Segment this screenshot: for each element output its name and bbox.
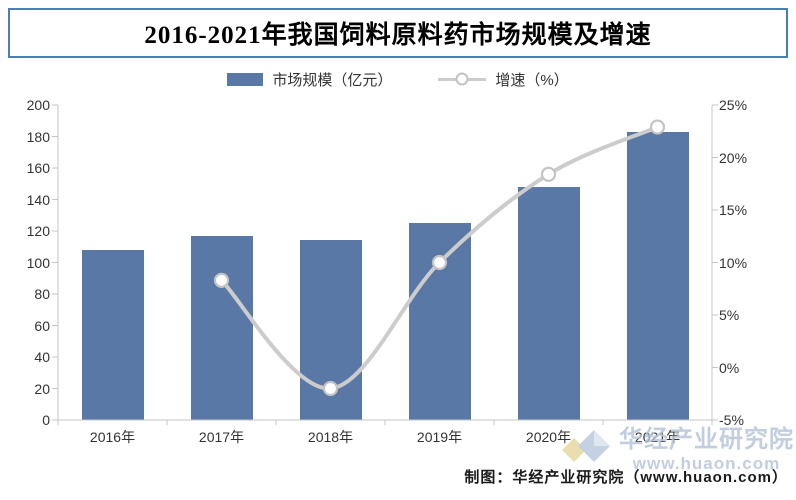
bar-2020年 bbox=[517, 186, 580, 420]
y-left-tick-label: 60 bbox=[34, 317, 50, 334]
bar-swatch bbox=[227, 72, 264, 86]
y-left-tick-label: 20 bbox=[34, 380, 50, 397]
y-left-tick-label: 160 bbox=[26, 160, 50, 176]
x-axis-label: 2018年 bbox=[307, 429, 354, 445]
legend-item-line: 增速（%） bbox=[438, 69, 569, 90]
legend: 市场规模（亿元） 增速（%） bbox=[0, 66, 796, 92]
y-right-tick-label: 5% bbox=[719, 307, 740, 323]
legend-bar-label: 市场规模（亿元） bbox=[272, 71, 393, 89]
y-right-tick-label: -5% bbox=[719, 412, 744, 428]
line-swatch bbox=[438, 72, 487, 87]
y-right-tick-label: 20% bbox=[719, 149, 748, 166]
y-right-tick-label: 0% bbox=[719, 359, 740, 376]
chart-title: 2016-2021年我国饲料原料药市场规模及增速 bbox=[144, 22, 652, 49]
y-right-tick-label: 10% bbox=[719, 254, 748, 271]
x-axis-label: 2017年 bbox=[198, 429, 245, 445]
y-left-tick-label: 40 bbox=[34, 349, 50, 365]
bar-2021年 bbox=[626, 131, 689, 420]
legend-line-label: 增速（%） bbox=[495, 71, 569, 89]
y-right-tick-label: 15% bbox=[719, 202, 748, 218]
y-left-tick-label: 140 bbox=[26, 191, 50, 208]
y-left-tick-label: 120 bbox=[26, 223, 50, 239]
x-axis-label: 2021年 bbox=[634, 429, 681, 445]
line-swatch-marker bbox=[455, 72, 469, 86]
y-left-tick-label: 180 bbox=[26, 128, 50, 145]
bar-2016年 bbox=[81, 249, 144, 420]
bar-2018年 bbox=[299, 240, 362, 420]
y-left-tick-label: 200 bbox=[26, 97, 50, 113]
chart-title-box: 2016-2021年我国饲料原料药市场规模及增速 bbox=[8, 8, 788, 58]
legend-item-bar: 市场规模（亿元） bbox=[227, 69, 392, 90]
x-axis-label: 2016年 bbox=[89, 429, 136, 445]
y-left-tick-label: 100 bbox=[26, 254, 50, 271]
x-axis-label: 2020年 bbox=[525, 429, 572, 445]
y-right-tick-label: 25% bbox=[719, 97, 748, 113]
credit-text: 制图：华经产业研究院（www.huaon.com） bbox=[464, 469, 788, 486]
y-left-tick-label: 80 bbox=[34, 286, 50, 302]
bar-2017年 bbox=[190, 235, 253, 420]
x-axis-label: 2019年 bbox=[416, 429, 463, 445]
y-left-tick-label: 0 bbox=[42, 412, 50, 428]
bar-2019年 bbox=[408, 223, 471, 420]
